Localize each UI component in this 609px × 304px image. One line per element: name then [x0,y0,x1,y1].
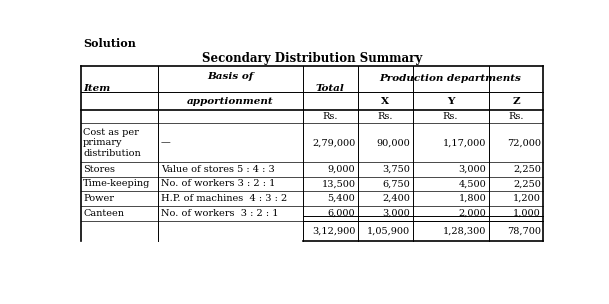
Text: Power: Power [83,194,114,203]
Text: apportionment: apportionment [187,97,274,106]
Text: 1,05,900: 1,05,900 [367,226,410,235]
Text: Rs.: Rs. [508,112,524,121]
Text: Z: Z [512,97,519,106]
Text: Time-keeping: Time-keeping [83,179,150,188]
Text: 9,000: 9,000 [328,165,355,174]
Text: 1,200: 1,200 [513,194,541,203]
Text: 4,500: 4,500 [459,179,486,188]
Text: 1,000: 1,000 [513,209,541,218]
Text: Secondary Distribution Summary: Secondary Distribution Summary [202,52,422,64]
Text: H.P. of machines  4 : 3 : 2: H.P. of machines 4 : 3 : 2 [161,194,287,203]
Text: Production departments: Production departments [379,74,521,83]
Text: Solution: Solution [83,38,136,49]
Text: 2,000: 2,000 [459,209,486,218]
Text: 5,400: 5,400 [328,194,355,203]
Text: Item: Item [83,84,110,93]
Text: 3,000: 3,000 [459,165,486,174]
Text: 72,000: 72,000 [507,138,541,147]
Text: 2,400: 2,400 [382,194,410,203]
Text: Value of stores 5 : 4 : 3: Value of stores 5 : 4 : 3 [161,165,275,174]
Text: No. of workers  3 : 2 : 1: No. of workers 3 : 2 : 1 [161,209,278,218]
Text: Rs.: Rs. [378,112,393,121]
Text: No. of workers 3 : 2 : 1: No. of workers 3 : 2 : 1 [161,179,275,188]
Text: Basis of: Basis of [208,72,254,81]
Text: 2,250: 2,250 [513,165,541,174]
Text: 1,800: 1,800 [459,194,486,203]
Text: 3,12,900: 3,12,900 [312,226,355,235]
Text: Y: Y [447,97,454,106]
Text: 1,17,000: 1,17,000 [443,138,486,147]
Text: X: X [381,97,389,106]
Text: 3,750: 3,750 [382,165,410,174]
Text: Total: Total [316,84,345,93]
Text: Cost as per
primary
distribution: Cost as per primary distribution [83,128,141,158]
Text: Canteen: Canteen [83,209,124,218]
Text: 2,250: 2,250 [513,179,541,188]
Text: 6,750: 6,750 [382,179,410,188]
Text: Rs.: Rs. [443,112,459,121]
Text: 6,000: 6,000 [328,209,355,218]
Text: 90,000: 90,000 [376,138,410,147]
Text: 1,28,300: 1,28,300 [443,226,486,235]
Text: 3,000: 3,000 [382,209,410,218]
Text: 78,700: 78,700 [507,226,541,235]
Text: Rs.: Rs. [323,112,338,121]
Text: 2,79,000: 2,79,000 [312,138,355,147]
Text: Stores: Stores [83,165,115,174]
Text: 13,500: 13,500 [322,179,355,188]
Text: —: — [161,138,171,147]
